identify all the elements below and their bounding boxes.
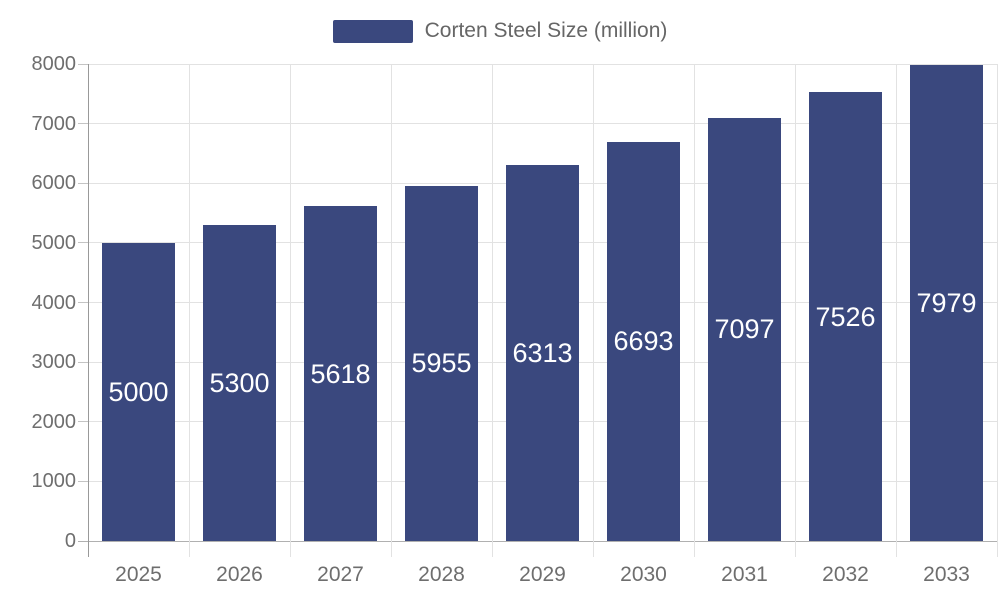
x-gridline (592, 64, 594, 557)
y-tick-mark (78, 123, 88, 125)
bar (405, 185, 478, 541)
x-gridline (794, 64, 796, 557)
y-gridline (88, 123, 997, 125)
y-tick-mark (78, 540, 88, 542)
x-gridline (188, 64, 190, 557)
y-tick-label: 8000 (31, 53, 77, 75)
legend-label: Corten Steel Size (million) (424, 19, 668, 42)
bar-value-label: 5300 (209, 367, 270, 398)
y-tick-label: 6000 (31, 172, 77, 195)
bar (203, 225, 276, 541)
plot-area: 0 1000 2000 3000 4000 5000 6000 7000 8000 5000 202… (32, 53, 998, 586)
bar-value-label: 6693 (613, 326, 674, 357)
y-tick-label: 2000 (31, 410, 77, 433)
y-tick-mark (78, 302, 88, 303)
y-axis-line (87, 64, 89, 557)
bar-value-label: 6313 (512, 337, 573, 368)
x-axis-line (88, 540, 997, 542)
bar-value-label: 7097 (714, 314, 775, 345)
x-gridline (693, 64, 695, 557)
legend-swatch (332, 19, 413, 43)
bar-value-label: 7979 (916, 288, 977, 319)
y-tick-label: 7000 (31, 112, 77, 135)
bar (304, 206, 377, 541)
x-tick-label: 2032 (822, 563, 869, 586)
x-tick-label: 2033 (923, 563, 970, 586)
y-tick-mark (78, 361, 88, 363)
x-tick-label: 2029 (519, 563, 566, 586)
x-tick-label: 2025 (115, 563, 162, 586)
y-tick-mark (78, 480, 88, 482)
y-tick-label: 5000 (31, 231, 77, 254)
y-tick-mark (78, 421, 88, 423)
y-gridline (88, 63, 997, 65)
y-tick-mark (78, 63, 88, 65)
x-gridline (895, 64, 897, 557)
x-tick-label: 2027 (317, 563, 364, 586)
bar (708, 117, 781, 541)
bar-value-label: 7526 (815, 301, 876, 332)
bar-value-label: 5955 (411, 348, 472, 379)
bar-value-label: 5000 (108, 376, 169, 407)
bar (102, 242, 175, 541)
bar (809, 92, 882, 541)
x-gridline (390, 64, 392, 557)
x-gridline (996, 64, 998, 557)
x-tick-label: 2026 (216, 563, 263, 586)
bar (506, 164, 579, 541)
x-gridline (491, 64, 493, 557)
y-tick-mark (78, 182, 88, 184)
y-tick-label: 3000 (31, 351, 77, 374)
y-tick-label: 4000 (31, 291, 77, 314)
y-tick-label: 1000 (31, 470, 77, 493)
bar (910, 65, 983, 541)
x-tick-label: 2030 (620, 563, 667, 586)
legend-item[interactable]: Corten Steel Size (million) (0, 19, 1000, 43)
x-tick-label: 2028 (418, 563, 465, 586)
y-tick-label: 0 (64, 530, 76, 552)
bar-value-label: 5618 (310, 358, 371, 389)
bar (607, 141, 680, 541)
x-gridline (289, 64, 291, 557)
x-tick-label: 2031 (721, 563, 768, 586)
y-tick-mark (78, 242, 88, 244)
